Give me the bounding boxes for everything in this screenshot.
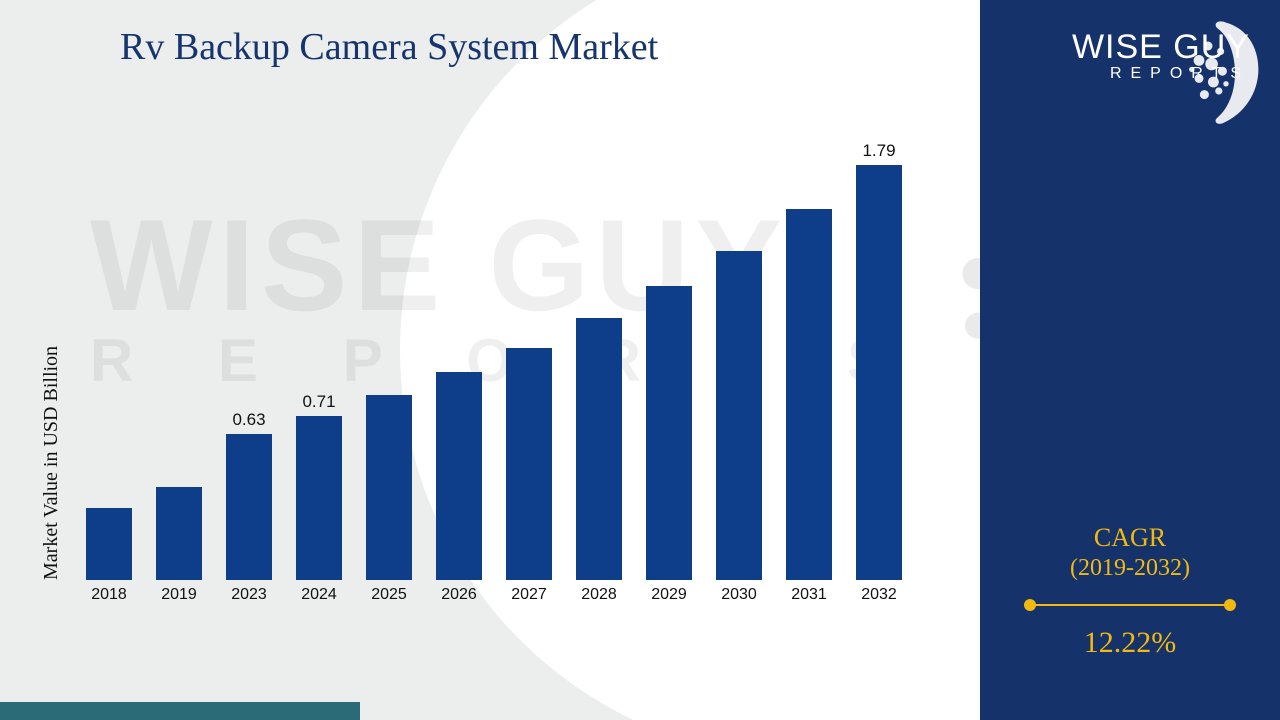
x-tick-label: 2029 [638, 586, 700, 604]
cagr-label: CAGR [980, 523, 1280, 553]
cagr-divider [1030, 604, 1230, 606]
x-tick-label: 2026 [428, 586, 490, 604]
x-tick-label: 2018 [78, 586, 140, 604]
x-tick-label: 2027 [498, 586, 560, 604]
bar: 0.71 [296, 416, 342, 580]
x-tick-label: 2019 [148, 586, 210, 604]
stage: WISE GUYR E P O R T S Rv Backup Camera S… [0, 0, 1280, 720]
x-tick-label: 2024 [288, 586, 350, 604]
bar [646, 286, 692, 580]
brand-text: WISE GUY REPORTS [1072, 28, 1250, 83]
bar: 1.79 [856, 165, 902, 580]
brand-line2: REPORTS [1072, 65, 1250, 83]
x-tick-label: 2030 [708, 586, 770, 604]
cagr-value: 12.22% [980, 626, 1280, 660]
bar-value-label: 1.79 [856, 141, 902, 161]
bar [156, 487, 202, 580]
x-tick-label: 2031 [778, 586, 840, 604]
bar-value-label: 0.71 [296, 392, 342, 412]
x-tick-label: 2028 [568, 586, 630, 604]
x-axis-labels: 2018 2019 2023 2024 2025 2026 2027 2028 2029 2030… [80, 580, 940, 610]
brand-line1: WISE GUY [1072, 28, 1250, 67]
bar [716, 251, 762, 580]
x-tick-label: 2023 [218, 586, 280, 604]
bar-value-label: 0.63 [226, 410, 272, 430]
x-tick-label: 2032 [848, 586, 910, 604]
bar-chart: 0.63 0.71 1.79 2018 2019 2023 2024 2025 2026 202… [80, 140, 940, 610]
bar: 0.63 [226, 434, 272, 580]
plot-area: 0.63 0.71 1.79 [80, 140, 940, 580]
bar [366, 395, 412, 580]
cagr-block: CAGR (2019-2032) 12.22% [980, 523, 1280, 660]
bar [436, 372, 482, 580]
bar [86, 508, 132, 580]
bar [506, 348, 552, 580]
footer-accent-bar [0, 702, 360, 720]
bar [576, 318, 622, 580]
x-tick-label: 2025 [358, 586, 420, 604]
chart-title: Rv Backup Camera System Market [120, 25, 658, 69]
cagr-range: (2019-2032) [980, 555, 1280, 582]
sidebar: WISE GUY REPORTS CAGR (2019-2032) 12.22% [980, 0, 1280, 720]
bar [786, 209, 832, 580]
y-axis-label: Market Value in USD Billion [40, 346, 63, 580]
